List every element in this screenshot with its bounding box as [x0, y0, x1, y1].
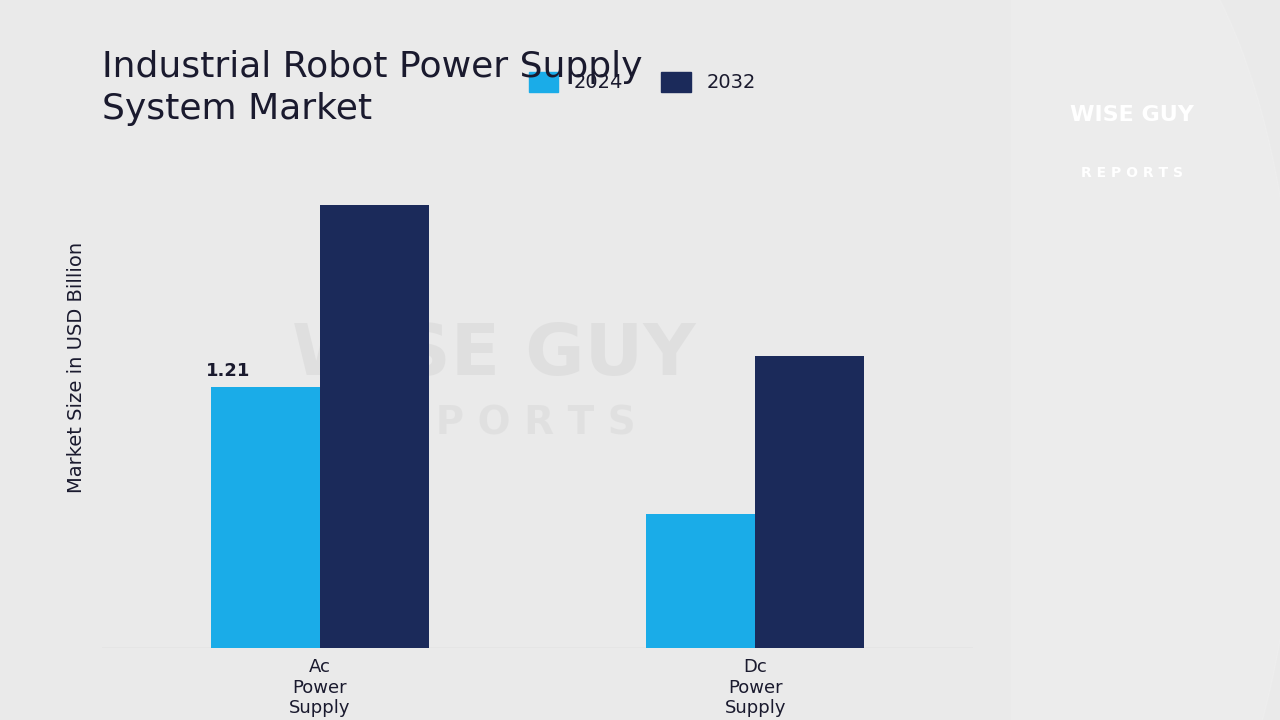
- Circle shape: [911, 0, 1280, 720]
- Y-axis label: Market Size in USD Billion: Market Size in USD Billion: [67, 242, 86, 492]
- Text: 1.21: 1.21: [206, 362, 250, 380]
- Bar: [755, 356, 864, 648]
- Legend: 2024, 2032: 2024, 2032: [521, 64, 763, 100]
- Text: R E P O R T S: R E P O R T S: [352, 405, 636, 442]
- Text: Industrial Robot Power Supply
System Market: Industrial Robot Power Supply System Mar…: [102, 50, 643, 127]
- Bar: [646, 514, 755, 648]
- Bar: [320, 205, 429, 648]
- Text: WISE GUY: WISE GUY: [292, 321, 696, 390]
- Text: WISE GUY: WISE GUY: [1070, 105, 1194, 125]
- Bar: [211, 387, 320, 648]
- Text: R E P O R T S: R E P O R T S: [1082, 166, 1183, 180]
